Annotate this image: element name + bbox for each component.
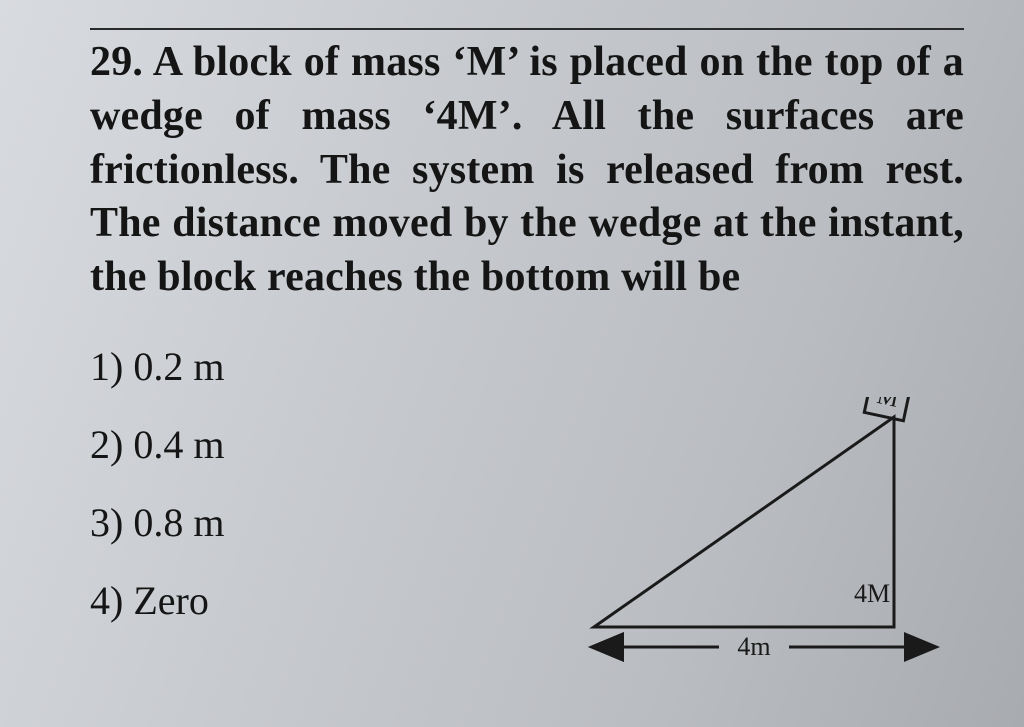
block-label: M (875, 397, 901, 413)
option-1: 1) 0.2 m (90, 335, 964, 399)
page: 29. A block of mass ‘M’ is placed on the… (0, 0, 1024, 727)
diagram-svg: M 4M 4m (554, 397, 954, 697)
wedge-triangle (594, 417, 894, 627)
question-number: 29. (90, 39, 143, 85)
block-group: M (864, 397, 911, 421)
base-dim-label: 4m (737, 632, 770, 661)
question-text: 29. A block of mass ‘M’ is placed on the… (90, 36, 964, 305)
question-body: A block of mass ‘M’ is placed on the top… (90, 39, 964, 300)
wedge-diagram: M 4M 4m (554, 397, 954, 697)
wedge-mass-label: 4M (854, 579, 890, 608)
top-rule (90, 28, 964, 30)
